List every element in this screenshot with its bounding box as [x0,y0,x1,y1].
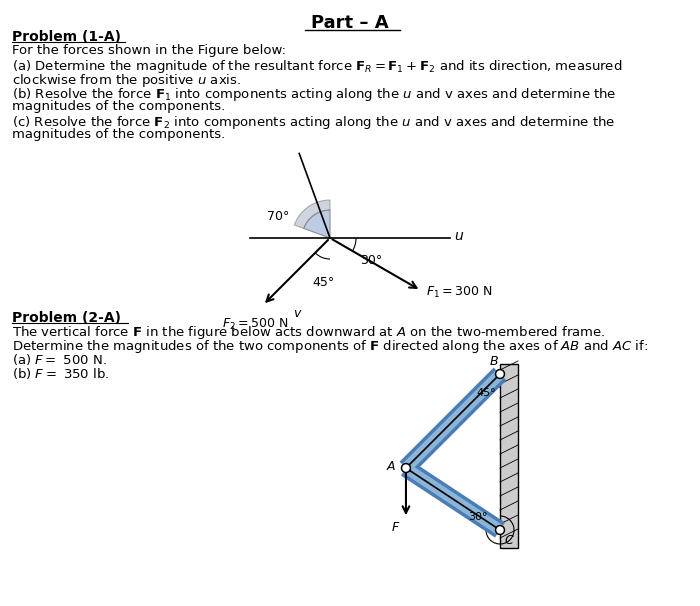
Text: 45°: 45° [312,276,335,289]
Text: $F$: $F$ [391,521,400,534]
Text: Problem (1-A): Problem (1-A) [12,30,121,44]
Wedge shape [304,210,330,238]
Bar [500,364,518,548]
Text: (b) Resolve the force $\mathbf{F}_1$ into components acting along the $u$ and v : (b) Resolve the force $\mathbf{F}_1$ int… [12,86,617,103]
Circle shape [496,525,505,534]
Text: $F_1 = 300$ N: $F_1 = 300$ N [426,285,492,300]
Text: 30°: 30° [360,254,382,267]
Text: The vertical force $\mathbf{F}$ in the figure below acts downward at $A$ on the : The vertical force $\mathbf{F}$ in the f… [12,324,606,341]
Text: magnitudes of the components.: magnitudes of the components. [12,100,225,113]
Text: (b) $F =$ 350 lb.: (b) $F =$ 350 lb. [12,366,109,381]
Text: $u$: $u$ [454,229,464,243]
Circle shape [403,465,409,471]
Text: $F_2 = 500$ N: $F_2 = 500$ N [222,317,288,332]
Text: magnitudes of the components.: magnitudes of the components. [12,128,225,141]
Text: $B$: $B$ [489,355,499,368]
Circle shape [496,370,505,379]
Circle shape [402,464,410,473]
Text: Part – A: Part – A [312,14,388,32]
Text: $v$: $v$ [293,307,302,320]
Text: clockwise from the positive $u$ axis.: clockwise from the positive $u$ axis. [12,72,241,89]
Text: 70°: 70° [267,210,289,223]
Circle shape [497,371,503,377]
Text: (c) Resolve the force $\mathbf{F}_2$ into components acting along the $u$ and v : (c) Resolve the force $\mathbf{F}_2$ int… [12,114,615,131]
Text: Determine the magnitudes of the two components of $\mathbf{F}$ directed along th: Determine the magnitudes of the two comp… [12,338,648,355]
Text: $A$: $A$ [386,459,396,473]
Circle shape [497,527,503,533]
Text: 30°: 30° [468,512,487,522]
Text: For the forces shown in the Figure below:: For the forces shown in the Figure below… [12,44,286,57]
Text: 45°: 45° [476,388,496,398]
Text: $C$: $C$ [504,534,514,547]
Text: (a) $F =$ 500 N.: (a) $F =$ 500 N. [12,352,107,367]
Wedge shape [294,200,330,228]
Text: Problem (2-A): Problem (2-A) [12,311,121,325]
Text: (a) Determine the magnitude of the resultant force $\mathbf{F}_R = \mathbf{F}_1 : (a) Determine the magnitude of the resul… [12,58,622,75]
